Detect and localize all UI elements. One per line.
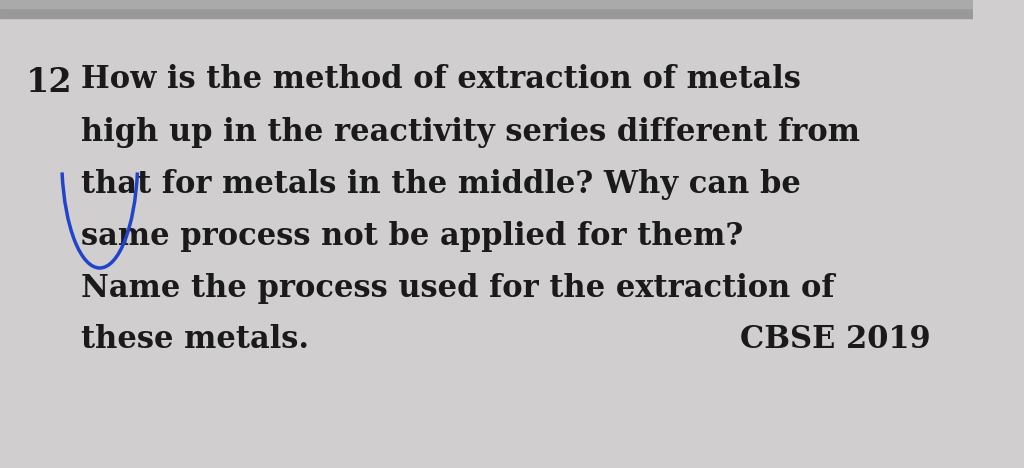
Text: How is the method of extraction of metals: How is the method of extraction of metal… [81,65,801,95]
Text: 12: 12 [26,66,73,100]
Bar [0,0,973,18]
Text: CBSE 2019: CBSE 2019 [740,324,931,356]
Text: same process not be applied for them?: same process not be applied for them? [81,220,743,251]
Text: that for metals in the middle? Why can be: that for metals in the middle? Why can b… [81,168,801,199]
Bar [0,0,973,8]
Text: high up in the reactivity series different from: high up in the reactivity series differe… [81,117,860,147]
Text: Name the process used for the extraction of: Name the process used for the extraction… [81,272,835,304]
Text: these metals.: these metals. [81,324,309,356]
